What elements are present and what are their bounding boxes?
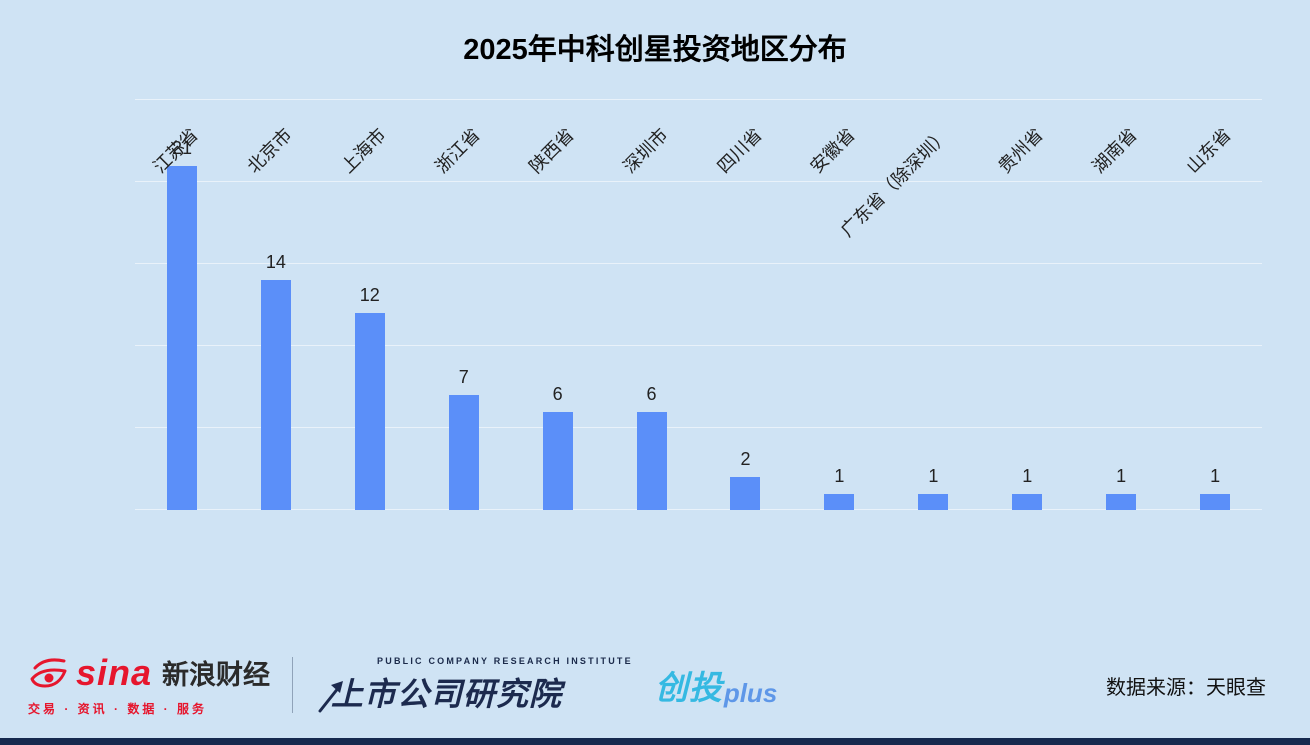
gridline: [135, 263, 1262, 264]
bar-value-label: 1: [1116, 465, 1127, 486]
bar-value-label: 1: [1022, 465, 1033, 486]
sina-logo-row: sina 新浪财经: [28, 653, 270, 692]
bar-value-label: 1: [928, 465, 939, 486]
bar-value-label: 1: [1210, 465, 1221, 486]
gridline: [135, 345, 1262, 346]
bar-column: 12 上海市: [323, 100, 417, 510]
footer-divider: [292, 657, 294, 713]
gridline: [135, 509, 1262, 510]
bar: [166, 165, 197, 510]
bar: [636, 411, 667, 510]
bar-category-label: 贵州省: [994, 124, 1048, 177]
bar: [542, 411, 573, 510]
bar-category-label: 陕西省: [525, 124, 578, 177]
data-source: 数据来源：天眼查: [1106, 676, 1266, 699]
bar-value-label: 14: [265, 252, 286, 273]
bar-value-label: 7: [458, 367, 469, 388]
sina-tagline: 交易 · 资讯 · 数据 · 服务: [28, 702, 207, 716]
bar: [1012, 493, 1043, 510]
bar-column: 1 贵州省: [980, 100, 1074, 510]
bar: [260, 280, 291, 510]
sina-brand-block: sina 新浪财经 交易 · 资讯 · 数据 · 服务: [28, 653, 270, 717]
arrow-icon: [318, 680, 344, 712]
bar-column: 21 江苏省: [135, 100, 229, 510]
institute-title-row: 上市公司研究院: [317, 669, 633, 715]
bar-category-label: 四川省: [712, 124, 766, 177]
bar: [1200, 493, 1231, 510]
bar-column: 1 广东省（除深圳）: [837, 100, 980, 510]
bar: [1106, 493, 1137, 510]
sina-eye-icon: [30, 657, 67, 687]
bar: [448, 395, 479, 510]
footer: sina 新浪财经 交易 · 资讯 · 数据 · 服务 PUBLIC COMPA…: [28, 645, 1266, 725]
bar-value-label: 6: [552, 383, 563, 404]
bar: [918, 493, 949, 510]
bar-value-label: 6: [646, 383, 657, 404]
product-name: 创投: [654, 669, 723, 706]
plot-area: 21 江苏省 14 北京市 12 上海市 7 浙江省 6 陕西省 6 深圳市 2 四川省 1 安徽省 1 广东省（…: [135, 100, 1262, 510]
bar-column: 6 深圳市: [605, 100, 699, 510]
bar-category-label: 上海市: [337, 124, 390, 177]
bar-value-label: 21: [171, 137, 192, 158]
bottom-strip: [0, 738, 1310, 745]
bar-column: 6 陕西省: [511, 100, 605, 510]
bar-category-label: 安徽省: [806, 124, 860, 177]
gridline: [135, 427, 1262, 428]
bar-column: 1 山东省: [1168, 100, 1262, 510]
product-suffix: plus: [723, 678, 778, 708]
bar-category-label: 湖南省: [1088, 124, 1141, 177]
institute-logo-block: PUBLIC COMPANY RESEARCH INSTITUTE 上市公司研究…: [317, 656, 633, 715]
bar-category-label: 北京市: [243, 124, 296, 177]
bar-column: 2 四川省: [699, 100, 793, 510]
bar-chart: 21 江苏省 14 北京市 12 上海市 7 浙江省 6 陕西省 6 深圳市 2 四川省 1 安徽省 1 广东省（…: [135, 99, 1262, 510]
bar-column: 14 北京市: [229, 100, 323, 510]
bar: [730, 477, 761, 510]
gridlines: [135, 99, 1262, 510]
product-logo: 创投 plus: [655, 661, 777, 709]
gridline: [135, 99, 1262, 100]
bar-category-label: 浙江省: [431, 124, 484, 177]
bar-category-label: 深圳市: [619, 124, 672, 177]
bar-column: 7 浙江省: [417, 100, 511, 510]
gridline: [135, 181, 1262, 182]
bar-value-label: 2: [740, 449, 751, 470]
sina-brand-name: 新浪财经: [162, 660, 271, 690]
bar-category-label: 山东省: [1182, 124, 1235, 177]
bar-value-label: 1: [834, 465, 845, 486]
institute-subtitle: PUBLIC COMPANY RESEARCH INSTITUTE: [377, 655, 633, 666]
institute-title: 上市公司研究院: [331, 675, 563, 712]
chart-title: 2025年中科创星投资地区分布: [463, 34, 847, 66]
sina-logo-text: sina: [76, 651, 153, 693]
bar: [354, 313, 385, 510]
bar-column: 1 湖南省: [1074, 100, 1168, 510]
bar-value-label: 12: [359, 285, 380, 306]
bar-column: 1 安徽省: [792, 100, 886, 510]
bar: [824, 493, 855, 510]
